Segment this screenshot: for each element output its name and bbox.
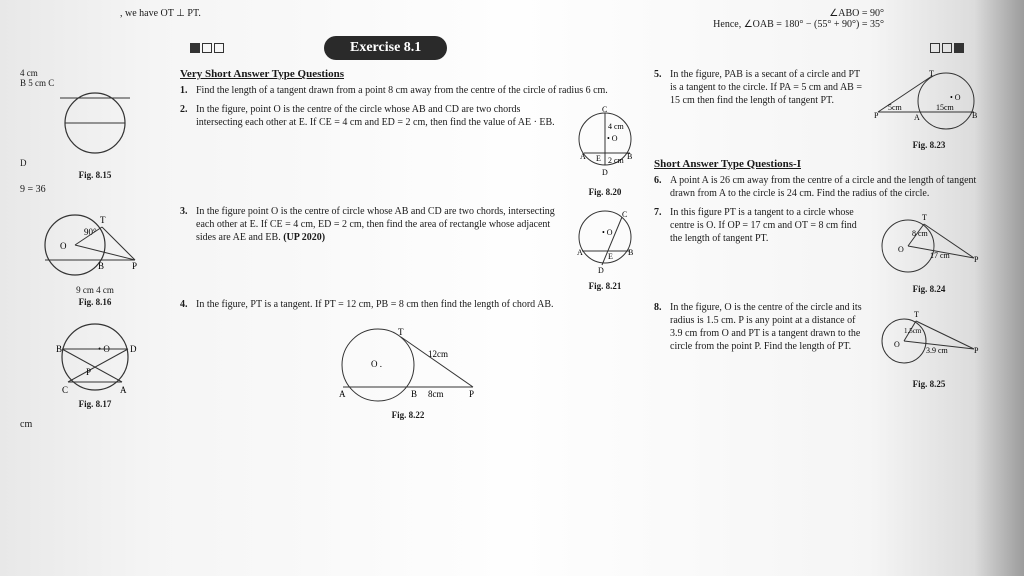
fig-8-21: C • O A E B D Fig. 8.21 <box>574 205 636 293</box>
right-column: 5. In the figure, PAB is a secant of a c… <box>654 68 984 430</box>
svg-text:15cm: 15cm <box>936 103 955 112</box>
svg-text:P: P <box>974 255 979 264</box>
fig-8-17: B • O D C P A Fig. 8.17 <box>20 317 170 409</box>
svg-text:T: T <box>398 327 404 337</box>
left-squares <box>190 43 224 53</box>
svg-text:C: C <box>602 105 607 114</box>
right-squares <box>930 43 964 53</box>
svg-text:P: P <box>469 389 474 399</box>
svg-text:8cm: 8cm <box>428 389 444 399</box>
svg-text:B: B <box>411 389 417 399</box>
svg-text:• O: • O <box>602 228 613 237</box>
svg-text:8 cm: 8 cm <box>912 229 929 238</box>
top-notes2: Hence, ∠OAB = 180° − (55° + 90°) = 35° <box>20 19 984 30</box>
fig-8-24: T 8 cm O 17 cm P Fig. 8.24 <box>874 206 984 296</box>
svg-text:A: A <box>339 389 346 399</box>
svg-text:O .: O . <box>371 359 382 369</box>
top-right-b: Hence, ∠OAB = 180° − (55° + 90°) = 35° <box>713 19 884 30</box>
q5: 5. In the figure, PAB is a secant of a c… <box>654 68 984 152</box>
q6: 6. A point A is 26 cm away from the cent… <box>654 174 984 200</box>
mid-column: Very Short Answer Type Questions 1. Find… <box>180 68 644 430</box>
top-left: , we have OT ⊥ PT. <box>120 8 201 19</box>
svg-text:A: A <box>120 385 127 395</box>
svg-text:C: C <box>622 210 627 219</box>
svg-text:P: P <box>874 111 879 120</box>
svg-text:P: P <box>132 261 137 271</box>
svg-text:B: B <box>98 261 104 271</box>
svg-text:B: B <box>627 152 632 161</box>
svg-text:P: P <box>86 367 91 377</box>
svg-text:E: E <box>608 252 613 261</box>
svg-text:A: A <box>580 152 586 161</box>
svg-text:17 cm: 17 cm <box>930 251 951 260</box>
svg-text:B: B <box>972 111 977 120</box>
fig-8-25: T 1.5cm O 3.9 cm P Fig. 8.25 <box>874 301 984 391</box>
left-column: 4 cm B 5 cm C D Fig. 8.15 9 = 36 T 90° O <box>20 68 170 430</box>
svg-text:12cm: 12cm <box>428 349 448 359</box>
svg-text:1.5cm: 1.5cm <box>904 327 922 335</box>
svg-text:D: D <box>130 344 137 354</box>
exercise-banner: Exercise 8.1 <box>324 36 447 60</box>
fig-8-15: 4 cm B 5 cm C D Fig. 8.15 9 = 36 <box>20 68 170 195</box>
svg-text:D: D <box>598 266 604 275</box>
svg-text:O: O <box>898 245 904 254</box>
svg-text:A: A <box>577 248 583 257</box>
svg-text:E: E <box>596 154 601 163</box>
svg-text:T: T <box>922 213 927 222</box>
svg-text:O: O <box>60 241 67 251</box>
svg-text:O: O <box>894 340 900 349</box>
header-row: Exercise 8.1 <box>190 36 984 60</box>
circle-icon <box>55 88 135 158</box>
top-notes: , we have OT ⊥ PT. ∠ABO = 90° <box>20 8 984 19</box>
svg-text:P: P <box>974 346 979 355</box>
svg-text:B: B <box>628 248 633 257</box>
svg-text:C: C <box>62 385 68 395</box>
svg-text:4 cm: 4 cm <box>608 122 625 131</box>
sat-title: Short Answer Type Questions-I <box>654 158 984 170</box>
svg-text:A: A <box>914 113 920 122</box>
svg-text:5cm: 5cm <box>888 103 903 112</box>
fig-8-22: O . T 12cm A B 8cm P Fig. 8.22 <box>180 317 636 420</box>
svg-text:T: T <box>914 310 919 319</box>
q7: 7. In this figure PT is a tangent to a c… <box>654 206 984 296</box>
cm-label: cm <box>20 419 170 430</box>
svg-text:2 cm: 2 cm <box>608 156 625 165</box>
svg-text:• O: • O <box>607 134 618 143</box>
circle-icon: T 90° O B P <box>40 205 150 285</box>
top-right-a: ∠ABO = 90° <box>829 8 884 19</box>
fig-8-16: T 90° O B P 9 cm 4 cm Fig. 8.16 <box>20 205 170 307</box>
q4: 4. In the figure, PT is a tangent. If PT… <box>180 298 636 311</box>
circle-icon: B • O D C P A <box>50 317 140 397</box>
q3: 3. In the figure point O is the centre o… <box>180 205 636 293</box>
q8: 8. In the figure, O is the centre of the… <box>654 301 984 391</box>
content: 4 cm B 5 cm C D Fig. 8.15 9 = 36 T 90° O <box>20 68 984 430</box>
q1: 1. Find the length of a tangent drawn fr… <box>180 84 636 97</box>
svg-text:D: D <box>602 168 608 177</box>
svg-text:3.9 cm: 3.9 cm <box>926 346 949 355</box>
svg-text:B: B <box>56 344 62 354</box>
svg-text:T: T <box>100 215 106 225</box>
svg-text:T: T <box>929 69 934 78</box>
fig-8-23: P 5cm A 15cm • O B T Fig. 8.23 <box>874 68 984 152</box>
vsat-title: Very Short Answer Type Questions <box>180 68 636 80</box>
svg-text:• O: • O <box>950 93 961 102</box>
fig-8-20: C 4 cm • O A E B 2 cm D Fig. 8.20 <box>574 103 636 199</box>
q2: 2. In the figure, point O is the centre … <box>180 103 636 199</box>
